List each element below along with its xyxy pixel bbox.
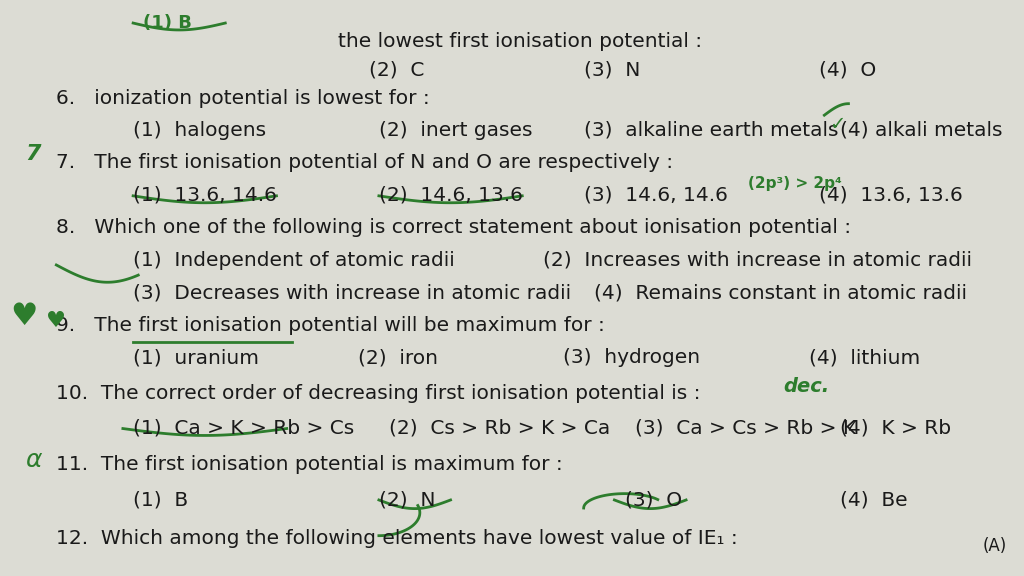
Text: (3)  hydrogen: (3) hydrogen [563, 348, 700, 367]
Text: (3)  O: (3) O [625, 491, 682, 510]
Text: (2)  N: (2) N [379, 491, 435, 510]
Text: 11.  The first ionisation potential is maximum for :: 11. The first ionisation potential is ma… [56, 455, 563, 474]
Text: (4)  Remains constant in atomic radii: (4) Remains constant in atomic radii [594, 283, 967, 302]
Text: (4)  K > Rb: (4) K > Rb [840, 419, 951, 438]
Text: ♥: ♥ [46, 311, 67, 331]
Text: (3)  Ca > Cs > Rb > K: (3) Ca > Cs > Rb > K [635, 419, 856, 438]
Text: the lowest first ionisation potential :: the lowest first ionisation potential : [338, 32, 702, 51]
Text: (2)  Increases with increase in atomic radii: (2) Increases with increase in atomic ra… [543, 251, 972, 270]
Text: ♥: ♥ [10, 302, 38, 331]
Text: α: α [26, 448, 42, 472]
Text: (1)  13.6, 14.6: (1) 13.6, 14.6 [133, 185, 278, 204]
Text: (3)  14.6, 14.6: (3) 14.6, 14.6 [584, 185, 728, 204]
Text: (2)  Cs > Rb > K > Ca: (2) Cs > Rb > K > Ca [389, 419, 610, 438]
Text: (A): (A) [983, 537, 1008, 555]
Text: (4)  O: (4) O [819, 60, 877, 79]
Text: 7.   The first ionisation potential of N and O are respectively :: 7. The first ionisation potential of N a… [56, 153, 674, 172]
Text: (4)  13.6, 13.6: (4) 13.6, 13.6 [819, 185, 963, 204]
Text: (2)  C: (2) C [369, 60, 424, 79]
Text: 12.  Which among the following elements have lowest value of IE₁ :: 12. Which among the following elements h… [56, 529, 738, 548]
Text: (1)  uranium: (1) uranium [133, 348, 259, 367]
Text: 9.   The first ionisation potential will be maximum for :: 9. The first ionisation potential will b… [56, 316, 605, 335]
Text: 8.   Which one of the following is correct statement about ionisation potential : 8. Which one of the following is correct… [56, 218, 851, 237]
Text: (3)  alkaline earth metals: (3) alkaline earth metals [584, 121, 839, 140]
Text: (1)  Ca > K > Rb > Cs: (1) Ca > K > Rb > Cs [133, 419, 354, 438]
Text: (4)  Be: (4) Be [840, 491, 907, 510]
Text: 10.  The correct order of decreasing first ionisation potential is :: 10. The correct order of decreasing firs… [56, 384, 700, 403]
Text: (3)  Decreases with increase in atomic radii: (3) Decreases with increase in atomic ra… [133, 283, 571, 302]
Text: (1)  Independent of atomic radii: (1) Independent of atomic radii [133, 251, 455, 270]
Text: 6.   ionization potential is lowest for :: 6. ionization potential is lowest for : [56, 89, 430, 108]
Text: (2)  iron: (2) iron [358, 348, 438, 367]
Text: (2)  inert gases: (2) inert gases [379, 121, 532, 140]
Text: 7: 7 [26, 144, 41, 164]
Text: (4) alkali metals: (4) alkali metals [840, 121, 1002, 140]
Text: (1)  halogens: (1) halogens [133, 121, 266, 140]
Text: (2)  14.6, 13.6: (2) 14.6, 13.6 [379, 185, 523, 204]
Text: (4)  lithium: (4) lithium [809, 348, 921, 367]
Text: dec.: dec. [783, 377, 829, 396]
Text: ✓: ✓ [829, 115, 846, 134]
Text: (1)  B: (1) B [133, 491, 188, 510]
Text: (1) B: (1) B [143, 14, 193, 32]
Text: (2p³) > 2p⁴: (2p³) > 2p⁴ [748, 176, 842, 191]
Text: (3)  N: (3) N [584, 60, 640, 79]
